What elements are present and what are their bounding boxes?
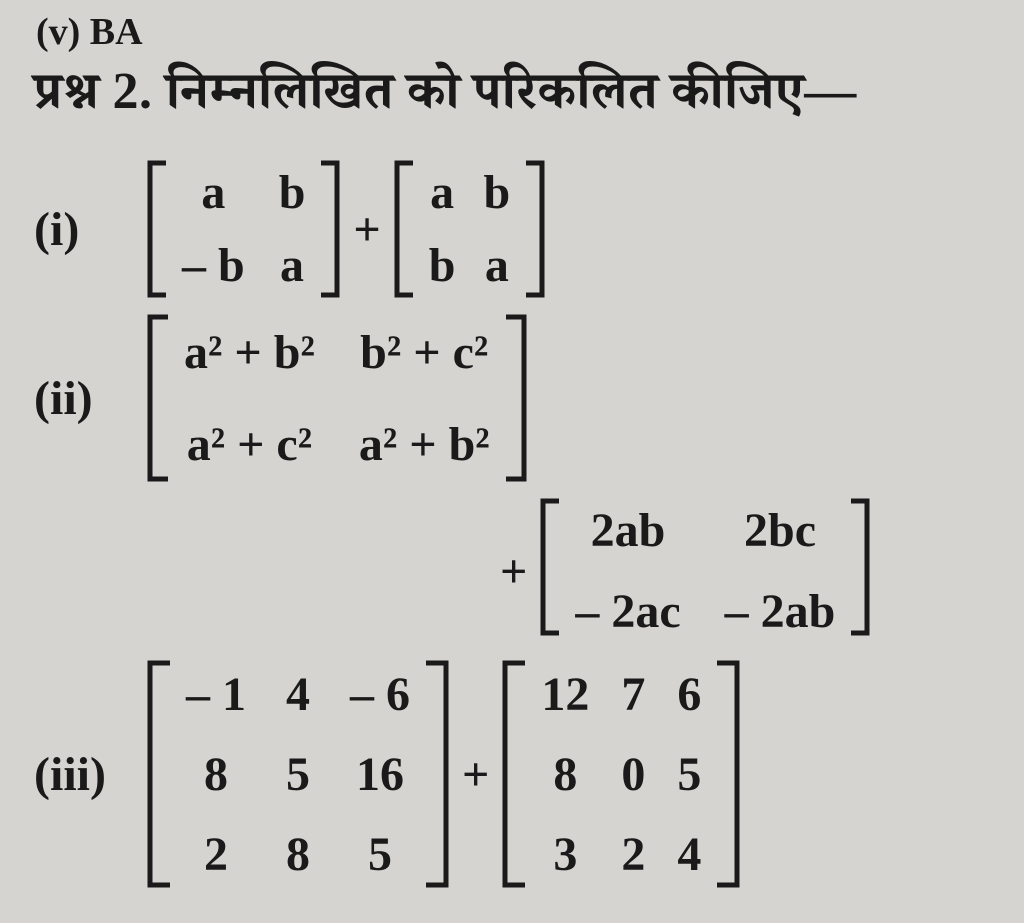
cell: 2 (621, 827, 645, 882)
cell: a² + c² (187, 417, 312, 472)
part-iii-matrix-2: 12 7 6 8 0 5 3 2 4 (499, 659, 743, 889)
question-heading: प्रश्न 2. निम्नलिखित को परिकलित कीजिए— (34, 60, 1024, 141)
cell: – 2ac (575, 584, 680, 639)
plus-sign: + (353, 202, 380, 257)
cell: a (485, 238, 509, 293)
cell: – b (182, 238, 245, 293)
plus-sign: + (500, 544, 527, 599)
part-ii-matrix-1: a² + b² b² + c² a² + c² a² + b² (144, 313, 530, 483)
cell: 4 (286, 667, 310, 722)
part-iii-matrix-1: – 1 4 – 6 8 5 16 2 8 5 (144, 659, 452, 889)
cell: 6 (677, 667, 701, 722)
cell: 2ab (591, 503, 666, 558)
part-i-matrix-1: a b – b a (144, 159, 343, 299)
cell: a (201, 165, 225, 220)
prev-part-fragment: (v) BA (36, 10, 1024, 54)
cell: 5 (368, 827, 392, 882)
cell: a (280, 238, 304, 293)
part-i: (i) a b – b a + a b b a (20, 159, 1024, 299)
cell: 7 (621, 667, 645, 722)
part-iii: (iii) – 1 4 – 6 8 5 16 2 8 5 + 12 7 6 (20, 659, 1024, 889)
cell: 8 (204, 747, 228, 802)
cell: 5 (286, 747, 310, 802)
plus-sign: + (462, 747, 489, 802)
cell: a² + b² (184, 325, 315, 380)
part-ii: (ii) a² + b² b² + c² a² + c² a² + b² (20, 313, 1024, 483)
part-ii-label: (ii) (20, 371, 144, 426)
cell: – 6 (350, 667, 410, 722)
cell: a (430, 165, 454, 220)
part-ii-matrix-2: 2ab 2bc – 2ac – 2ab (537, 497, 873, 645)
cell: – 2ab (725, 584, 836, 639)
cell: 8 (553, 747, 577, 802)
cell: 2 (204, 827, 228, 882)
cell: 0 (621, 747, 645, 802)
part-i-matrix-2: a b b a (391, 159, 548, 299)
cell: b (279, 165, 306, 220)
cell: 12 (541, 667, 589, 722)
part-iii-label: (iii) (20, 747, 144, 802)
cell: 4 (677, 827, 701, 882)
cell: 16 (356, 747, 404, 802)
cell: 2bc (744, 503, 816, 558)
cell: 5 (677, 747, 701, 802)
cell: b (483, 165, 510, 220)
cell: – 1 (186, 667, 246, 722)
part-i-label: (i) (20, 202, 144, 257)
cell: b² + c² (360, 325, 488, 380)
cell: a² + b² (359, 417, 490, 472)
part-ii-continuation: + 2ab 2bc – 2ac – 2ab (490, 497, 1024, 645)
cell: 8 (286, 827, 310, 882)
cell: 3 (553, 827, 577, 882)
cell: b (429, 238, 456, 293)
